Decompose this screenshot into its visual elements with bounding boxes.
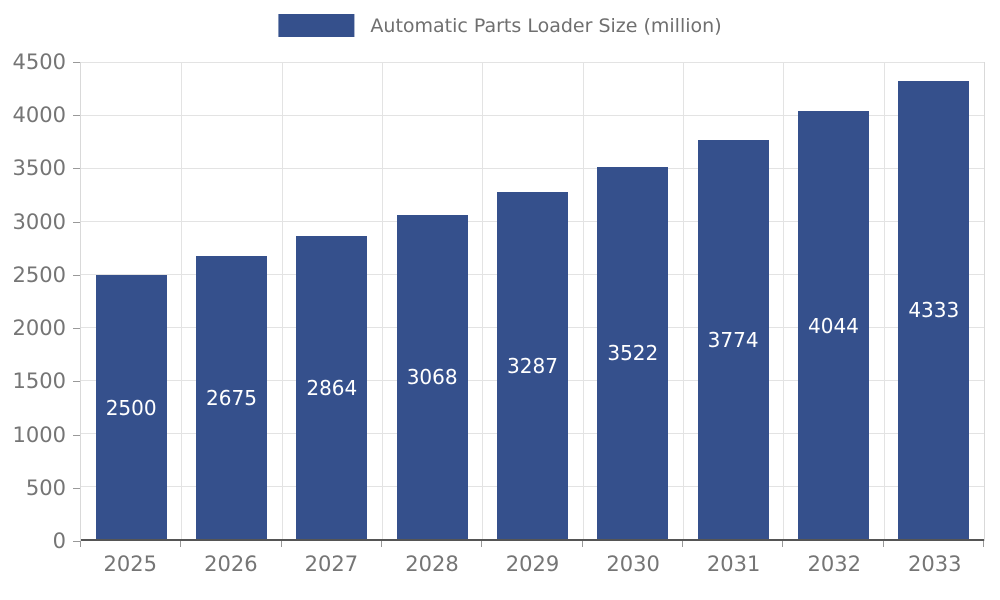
x-axis-tick [782,541,784,547]
legend-swatch [278,14,355,37]
x-axis-tick [882,541,884,547]
bar-value-label: 2675 [206,386,257,411]
x-axis-tick [581,541,583,547]
x-axis-label: 2029 [505,552,560,576]
bar-2025[interactable]: 2500 [95,275,167,540]
gridline-v [883,63,885,540]
bar-2030[interactable]: 3522 [597,166,669,540]
y-axis-label: 3500 [12,156,66,181]
bar-slot: 4333 [884,63,984,540]
y-axis-label: 2000 [12,316,66,341]
bar-value-label: 3522 [607,341,659,366]
y-axis-tick [73,328,80,330]
y-axis-tick [73,434,80,436]
bar-slot: 3522 [583,63,683,540]
x-axis-tick [280,541,282,547]
chart-title: Automatic Parts Loader Size (million) [370,14,722,37]
x-axis-label: 2033 [908,552,962,576]
bar-2027[interactable]: 2864 [296,236,368,540]
x-axis-line [81,539,984,541]
x-axis-tick [983,541,984,547]
bar-2029[interactable]: 3287 [496,191,569,540]
bar-slot: 3287 [482,63,582,540]
bar-value-label: 2500 [105,395,157,420]
bar-value-label: 3774 [707,327,759,352]
y-axis-tick [73,381,80,383]
y-axis-label: 0 [52,529,66,553]
bar-value-label: 4333 [908,298,960,323]
bar-slot: 2864 [282,63,382,540]
gridline-h [81,62,984,63]
bar-value-label: 4044 [808,313,859,338]
bar-slot: 4044 [783,63,883,540]
y-axis-tick [73,487,80,489]
gridline-v [381,63,383,540]
bar-slot: 2675 [181,63,281,540]
y-axis-label: 1500 [12,369,66,394]
bar-slot: 3068 [382,63,482,540]
y-axis-label: 3000 [12,209,66,234]
bar-slot: 2500 [81,63,181,540]
bars-container: 2500 2675 2864 3068 3287 3522 3774 4044 4333 [81,63,984,540]
x-axis-label: 2027 [304,552,359,576]
x-axis-label: 2032 [807,552,861,576]
x-axis-label: 2026 [204,552,258,576]
x-axis-label: 2028 [405,552,459,576]
y-axis-label: 4500 [12,50,66,74]
gridline-h [81,115,984,116]
bar-2033[interactable]: 4333 [898,80,970,540]
y-axis-label: 500 [25,475,66,500]
x-axis-tick [481,541,483,547]
bar-slot: 3774 [683,63,783,540]
bar-value-label: 3287 [507,353,558,378]
y-axis-label: 2500 [12,262,66,287]
bar-2031[interactable]: 3774 [697,139,769,540]
bar-value-label: 2864 [306,376,358,401]
bar-2032[interactable]: 4044 [797,111,870,540]
bar-2028[interactable]: 3068 [396,214,468,540]
x-axis-tick [381,541,382,547]
y-axis-tick [73,541,80,542]
legend[interactable]: Automatic Parts Loader Size (million) [278,14,722,37]
y-axis-label: 1000 [12,422,66,447]
x-axis-tick [682,541,683,547]
y-axis-tick [73,115,80,117]
x-axis: 2025 2026 2027 2028 2029 2030 2031 2032 2033 [80,552,985,586]
y-axis-label: 4000 [12,103,66,128]
x-axis-label: 2025 [103,552,157,576]
y-axis-tick [73,62,80,63]
x-axis-label: 2030 [606,552,660,576]
gridline-h [81,168,984,169]
bar-2026[interactable]: 2675 [195,256,268,540]
gridline-v [482,63,484,540]
gridline-v [181,63,183,540]
y-axis: 0 500 1000 1500 2000 2500 3000 3500 4000 4500 [0,50,80,553]
x-axis-label: 2031 [706,552,761,576]
gridline-v [682,63,684,540]
y-axis-tick [73,168,80,170]
y-axis-tick [73,274,80,276]
x-axis-tick [80,541,81,547]
x-axis-tick [180,541,182,547]
y-axis-tick [73,221,80,223]
bar-value-label: 3068 [406,365,458,390]
gridline-v [783,63,785,540]
gridline-v [281,63,283,540]
plot-area: 2500 2675 2864 3068 3287 3522 3774 4044 4333 [80,62,985,541]
gridline-v [582,63,584,540]
